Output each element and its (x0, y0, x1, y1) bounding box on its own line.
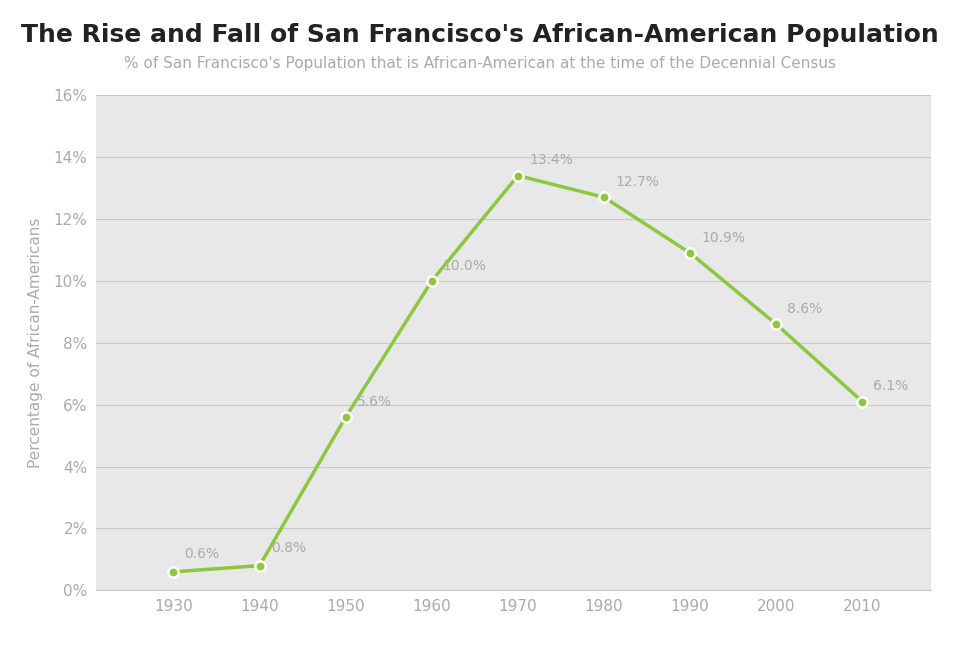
Text: 10.9%: 10.9% (701, 231, 745, 245)
Text: 0.8%: 0.8% (271, 541, 306, 554)
Text: The Rise and Fall of San Francisco's African-American Population: The Rise and Fall of San Francisco's Afr… (21, 23, 939, 47)
Text: 12.7%: 12.7% (615, 175, 659, 189)
Point (769, 319, 784, 329)
Text: 13.4%: 13.4% (529, 154, 573, 167)
Text: 10.0%: 10.0% (443, 258, 487, 272)
Text: % of San Francisco's Population that is African-American at the time of the Dece: % of San Francisco's Population that is … (124, 56, 836, 71)
Point (683, 248, 698, 258)
Point (252, 560, 267, 571)
Y-axis label: Percentage of African-Americans: Percentage of African-Americans (28, 218, 42, 468)
Text: 6.1%: 6.1% (874, 379, 909, 393)
Point (166, 567, 181, 577)
Text: 8.6%: 8.6% (787, 302, 823, 316)
Text: 0.6%: 0.6% (184, 546, 220, 561)
Point (510, 171, 525, 181)
Point (596, 192, 612, 203)
Point (338, 412, 353, 422)
Point (854, 396, 870, 407)
Text: 5.6%: 5.6% (357, 395, 392, 409)
Point (424, 276, 440, 286)
